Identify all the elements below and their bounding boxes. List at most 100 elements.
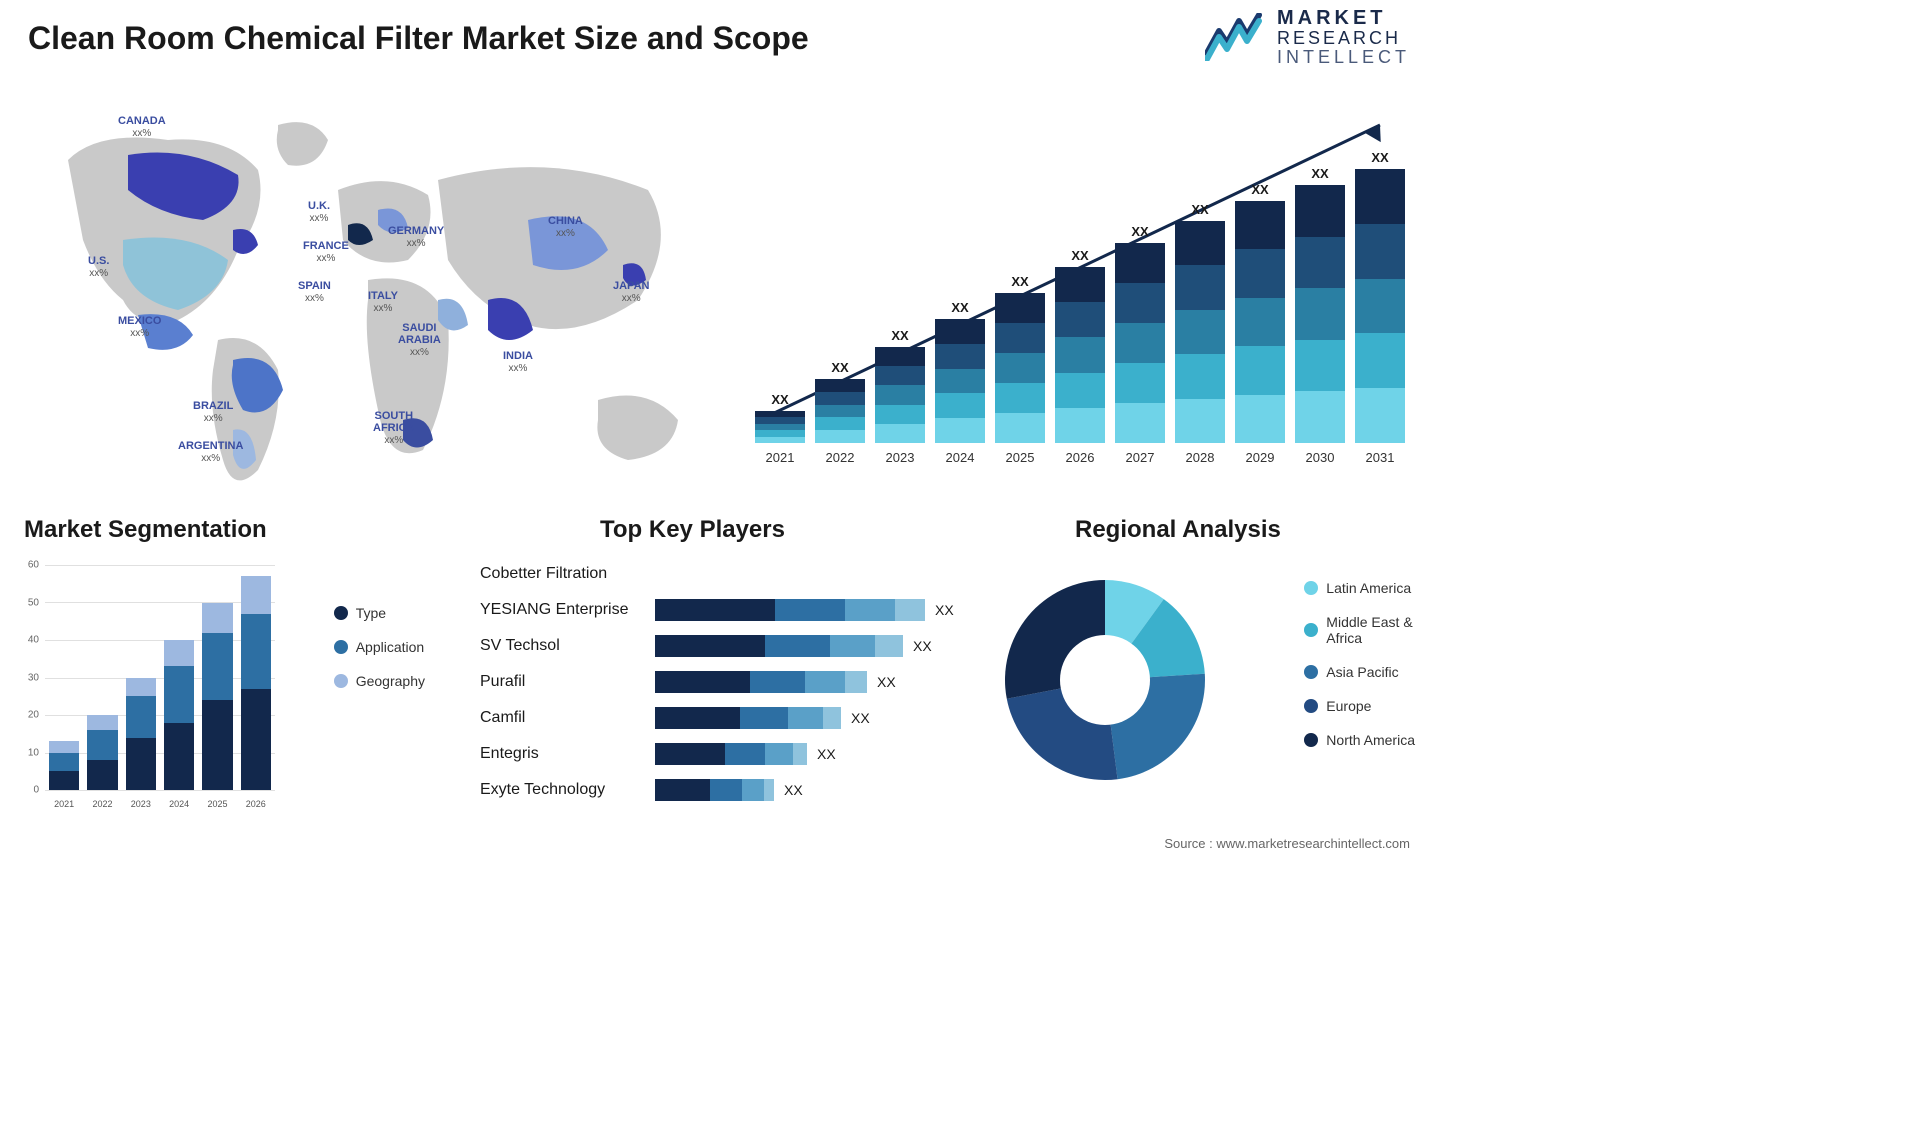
player-name: Camfil [480, 709, 655, 727]
map-label: SAUDIARABIAxx% [398, 322, 441, 358]
map-label: SOUTHAFRICAxx% [373, 410, 415, 446]
segmentation-legend: TypeApplicationGeography [334, 605, 425, 689]
player-row: Exyte Technology XX [480, 776, 970, 803]
page-title: Clean Room Chemical Filter Market Size a… [28, 20, 809, 57]
growth-bar: XX [1175, 202, 1225, 443]
seg-ytick: 30 [28, 672, 39, 683]
seg-ytick: 20 [28, 710, 39, 721]
segmentation-chart: 0 10 20 30 40 50 60 2021 2022 2023 2024 2025 2026 T… [15, 560, 435, 815]
growth-bar: XX [1295, 166, 1345, 443]
map-label: GERMANYxx% [388, 225, 444, 249]
growth-year-label: 2027 [1115, 450, 1165, 465]
growth-bar: XX [1055, 248, 1105, 443]
growth-value-label: XX [951, 300, 968, 315]
growth-value-label: XX [1071, 248, 1088, 263]
player-name: Purafil [480, 673, 655, 691]
map-label: SPAINxx% [298, 280, 331, 304]
seg-year-label: 2025 [202, 799, 232, 809]
seg-year-label: 2026 [241, 799, 271, 809]
growth-bar: XX [1115, 224, 1165, 443]
growth-year-label: 2025 [995, 450, 1045, 465]
growth-year-label: 2028 [1175, 450, 1225, 465]
segmentation-title: Market Segmentation [24, 516, 267, 544]
growth-bar: XX [755, 392, 805, 443]
map-label: MEXICOxx% [118, 315, 161, 339]
player-value-label: XX [913, 638, 932, 654]
seg-bar [87, 715, 117, 790]
growth-value-label: XX [1131, 224, 1148, 239]
legend-item: North America [1304, 732, 1415, 748]
player-value-label: XX [784, 782, 803, 798]
legend-item: Application [334, 639, 425, 655]
logo-text-3: INTELLECT [1277, 48, 1410, 67]
map-label: BRAZILxx% [193, 400, 233, 424]
growth-bar: XX [815, 360, 865, 443]
growth-value-label: XX [831, 360, 848, 375]
seg-ytick: 60 [28, 560, 39, 571]
growth-year-label: 2030 [1295, 450, 1345, 465]
regional-chart: Latin AmericaMiddle East &AfricaAsia Pac… [1000, 560, 1420, 820]
seg-bar [126, 678, 156, 791]
player-row: Cobetter Filtration [480, 560, 970, 587]
seg-year-label: 2024 [164, 799, 194, 809]
growth-year-label: 2026 [1055, 450, 1105, 465]
seg-ytick: 10 [28, 747, 39, 758]
players-chart: Cobetter FiltrationYESIANG EnterpriseXXS… [480, 560, 970, 820]
source-attribution: Source : www.marketresearchintellect.com [1164, 836, 1410, 851]
player-name: Entegris [480, 745, 655, 763]
player-name: Cobetter Filtration [480, 565, 655, 583]
growth-year-label: 2029 [1235, 450, 1285, 465]
growth-year-label: 2024 [935, 450, 985, 465]
growth-value-label: XX [771, 392, 788, 407]
growth-value-label: XX [1191, 202, 1208, 217]
player-name: SV Techsol [480, 637, 655, 655]
growth-value-label: XX [1251, 182, 1268, 197]
growth-bar: XX [995, 274, 1045, 443]
growth-bar: XX [875, 328, 925, 443]
seg-bar [164, 640, 194, 790]
player-value-label: XX [817, 746, 836, 762]
seg-year-label: 2023 [126, 799, 156, 809]
legend-item: Europe [1304, 698, 1415, 714]
regional-title: Regional Analysis [1075, 516, 1281, 544]
map-label: CHINAxx% [548, 215, 583, 239]
growth-value-label: XX [1011, 274, 1028, 289]
regional-legend: Latin AmericaMiddle East &AfricaAsia Pac… [1304, 580, 1415, 748]
growth-bar: XX [1355, 150, 1405, 443]
player-name: Exyte Technology [480, 781, 655, 799]
seg-year-label: 2022 [87, 799, 117, 809]
growth-year-label: 2021 [755, 450, 805, 465]
seg-ytick: 50 [28, 597, 39, 608]
seg-year-label: 2021 [49, 799, 79, 809]
growth-year-label: 2031 [1355, 450, 1405, 465]
player-value-label: XX [851, 710, 870, 726]
legend-item: Middle East &Africa [1304, 614, 1415, 646]
seg-bar [49, 741, 79, 790]
player-row: SV Techsol XX [480, 632, 970, 659]
player-row: PurafilXX [480, 668, 970, 695]
player-name: YESIANG Enterprise [480, 601, 655, 619]
growth-year-label: 2022 [815, 450, 865, 465]
map-label: CANADAxx% [118, 115, 166, 139]
seg-ytick: 0 [33, 785, 39, 796]
legend-item: Latin America [1304, 580, 1415, 596]
seg-ytick: 40 [28, 635, 39, 646]
map-label: ITALYxx% [368, 290, 398, 314]
growth-chart: XX XX XX XX XX XX XX XX XX XX XX 2021 2022 2023 2024 2… [740, 95, 1420, 465]
logo-text-1: MARKET [1277, 8, 1410, 29]
world-map: CANADAxx% U.S.xx% MEXICOxx% BRAZILxx% ARGENT… [28, 100, 718, 500]
player-value-label: XX [935, 602, 954, 618]
map-label: FRANCExx% [303, 240, 349, 264]
map-label: ARGENTINAxx% [178, 440, 243, 464]
growth-value-label: XX [891, 328, 908, 343]
players-title: Top Key Players [600, 516, 785, 544]
map-label: U.S.xx% [88, 255, 109, 279]
growth-bar: XX [1235, 182, 1285, 443]
growth-year-label: 2023 [875, 450, 925, 465]
logo-text-2: RESEARCH [1277, 29, 1410, 48]
player-row: Camfil XX [480, 704, 970, 731]
map-label: JAPANxx% [613, 280, 649, 304]
player-row: YESIANG Enterprise XX [480, 596, 970, 623]
legend-item: Type [334, 605, 425, 621]
growth-value-label: XX [1371, 150, 1388, 165]
